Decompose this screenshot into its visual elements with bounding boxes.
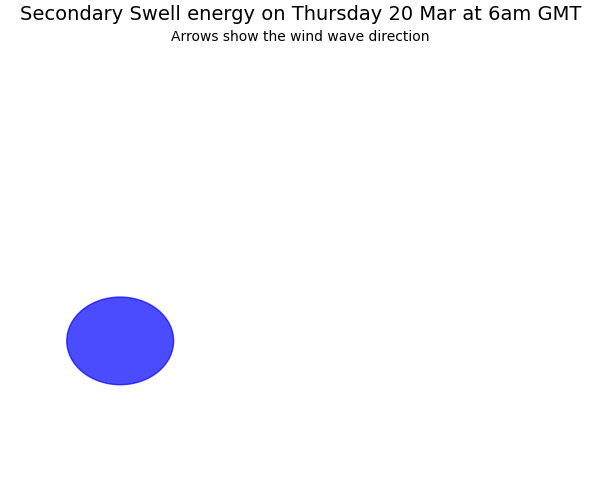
- Ellipse shape: [67, 297, 174, 385]
- Text: Arrows show the wind wave direction: Arrows show the wind wave direction: [171, 30, 430, 43]
- Text: Secondary Swell energy on Thursday 20 Mar at 6am GMT: Secondary Swell energy on Thursday 20 Ma…: [20, 5, 581, 24]
